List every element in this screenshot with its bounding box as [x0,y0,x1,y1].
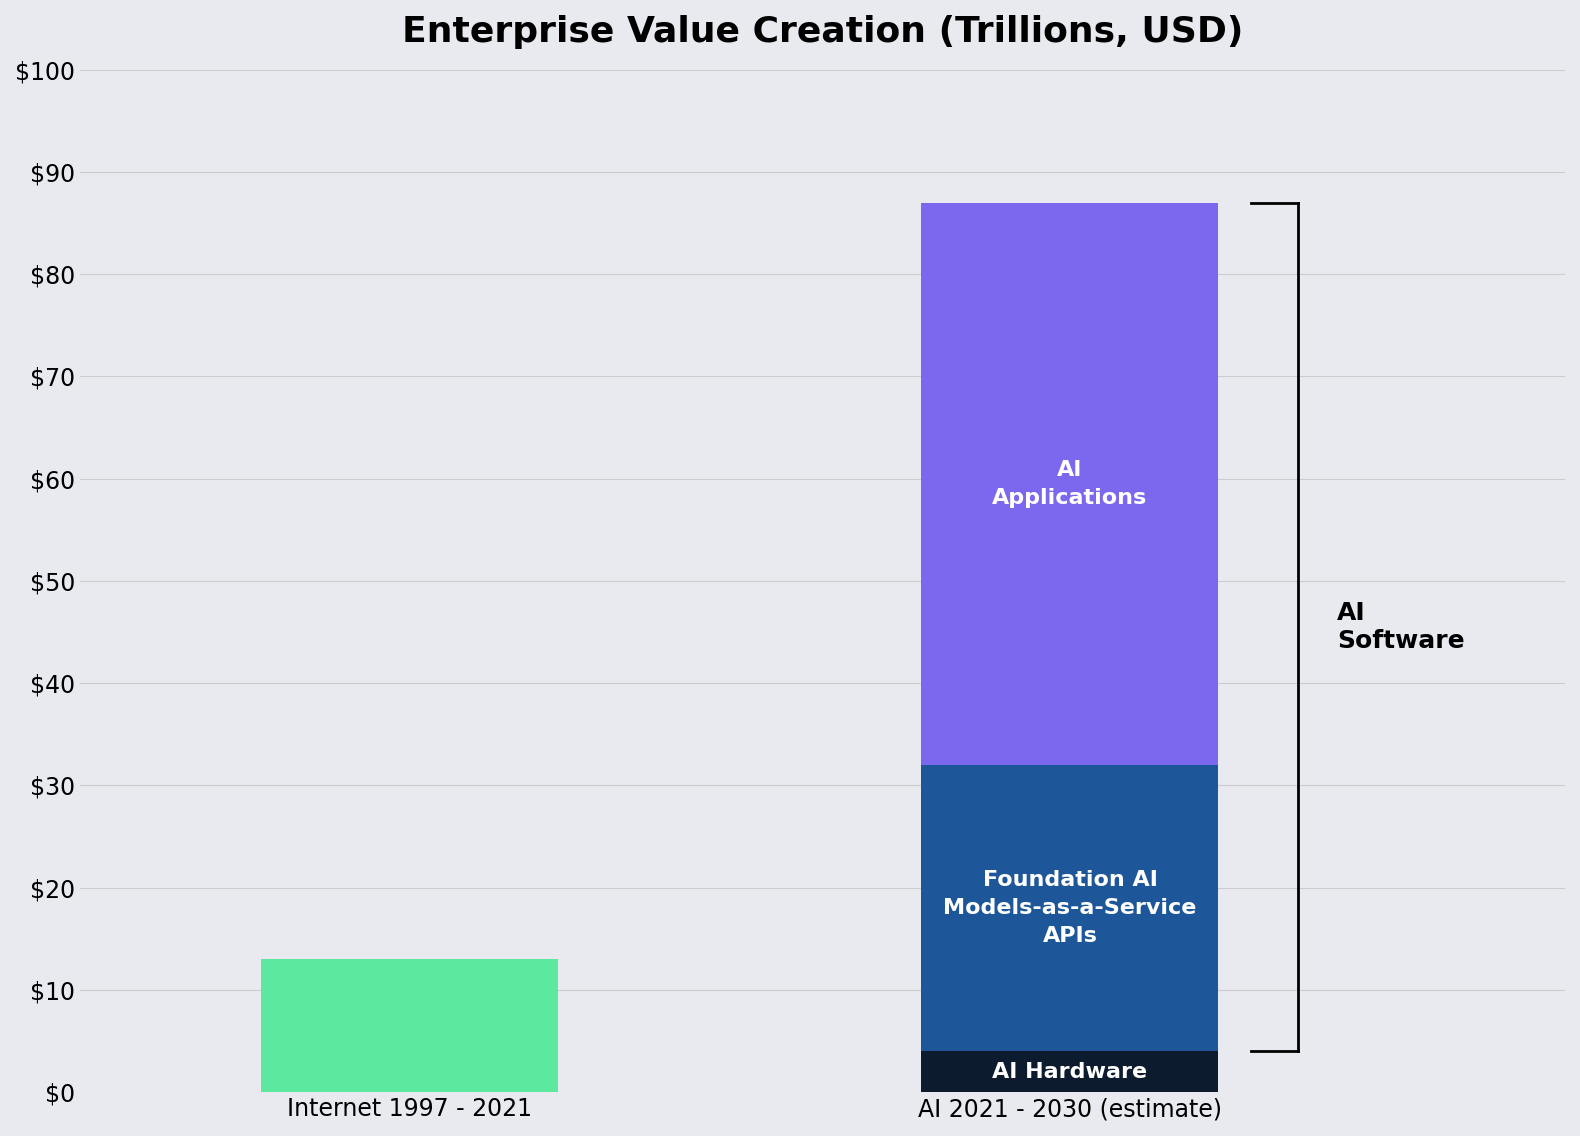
Text: AI Hardware: AI Hardware [992,1062,1147,1081]
Text: AI
Software: AI Software [1337,601,1465,653]
Text: Foundation AI
Models-as-a-Service
APIs: Foundation AI Models-as-a-Service APIs [943,870,1196,946]
Title: Enterprise Value Creation (Trillions, USD): Enterprise Value Creation (Trillions, US… [401,15,1243,49]
Bar [921,1051,1218,1092]
Text: AI
Applications: AI Applications [992,460,1147,508]
Bar [921,765,1218,1051]
Bar [921,202,1218,765]
Bar [261,959,558,1092]
